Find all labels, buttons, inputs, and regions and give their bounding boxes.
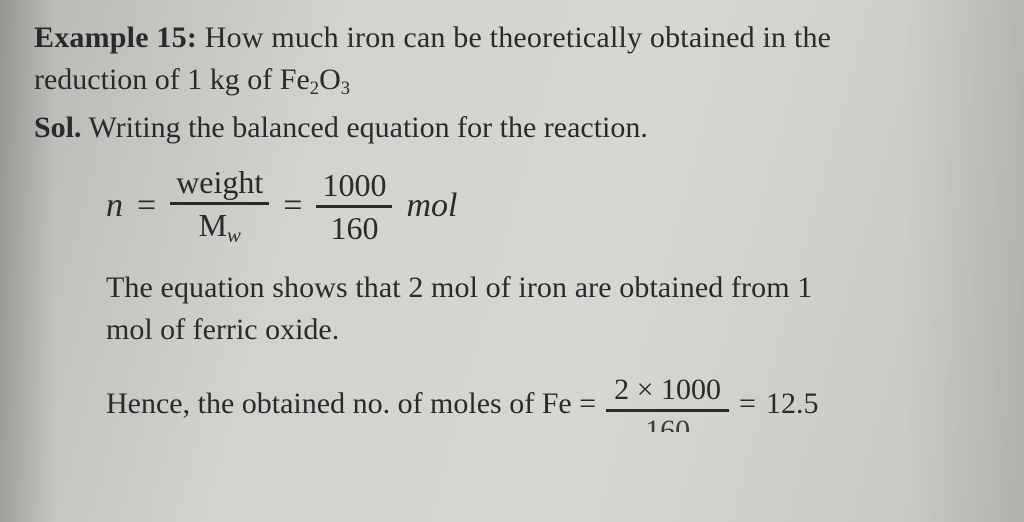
question-text-1: How much iron can be theoretically obtai… <box>197 21 831 54</box>
question-text-2a: reduction of 1 kg of Fe <box>34 63 310 96</box>
eq-eq2: = <box>283 187 302 225</box>
frac1-num: weight <box>170 166 269 205</box>
sol-label: Sol. <box>34 111 82 144</box>
fe-sub-2: 2 <box>310 78 319 99</box>
eq-eq1: = <box>137 187 156 225</box>
hence-text: Hence, the obtained no. of moles of Fe = <box>106 387 596 421</box>
example-question-line2: reduction of 1 kg of Fe2O3 <box>34 64 996 99</box>
hence-result: 12.5 <box>766 387 819 421</box>
hence-frac-den: 160 <box>637 412 698 432</box>
hence-eq: = <box>739 387 756 421</box>
o-sub-3: 3 <box>341 78 350 99</box>
solution-line: Sol. Writing the balanced equation for t… <box>34 112 996 144</box>
eq-unit: mol <box>406 187 457 225</box>
frac1-den-sub: w <box>227 224 241 247</box>
hence-frac-num: 2 × 1000 <box>606 375 729 412</box>
example-label: Example 15: <box>34 21 197 54</box>
fraction-1000-over-160: 1000 160 <box>316 169 392 244</box>
sol-text: Writing the balanced equation for the re… <box>82 111 648 144</box>
fraction-2x1000-over-160: 2 × 1000 160 <box>606 375 729 432</box>
frac1-den: Mw <box>193 205 247 247</box>
equation-row: n = weight Mw = 1000 160 mol <box>106 166 996 247</box>
eq-n: n <box>106 187 123 225</box>
frac2-den: 160 <box>324 208 384 244</box>
question-text-2b: O <box>319 63 341 96</box>
frac1-den-M: M <box>199 207 227 243</box>
example-question-line1: Example 15: How much iron can be theoret… <box>34 22 996 54</box>
frac2-num: 1000 <box>316 169 392 208</box>
explain-line-2: mol of ferric oxide. <box>106 314 996 346</box>
explain-line-1: The equation shows that 2 mol of iron ar… <box>106 272 996 304</box>
fraction-weight-over-mw: weight Mw <box>170 166 269 247</box>
hence-line: Hence, the obtained no. of moles of Fe =… <box>106 375 996 432</box>
